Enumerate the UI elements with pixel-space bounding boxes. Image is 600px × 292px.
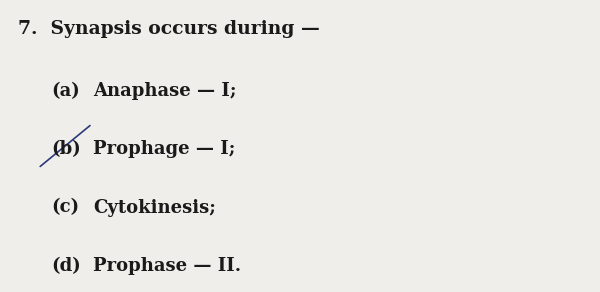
Text: (b): (b) (51, 140, 81, 158)
Text: 7.  Synapsis occurs during —: 7. Synapsis occurs during — (18, 20, 320, 39)
Text: (c): (c) (51, 199, 79, 217)
Text: Cytokinesis;: Cytokinesis; (93, 199, 216, 217)
Text: Prophase — II.: Prophase — II. (93, 257, 241, 275)
Text: Anaphase — I;: Anaphase — I; (93, 82, 236, 100)
Text: Prophage — I;: Prophage — I; (93, 140, 235, 158)
Text: (a): (a) (51, 82, 80, 100)
Text: (d): (d) (51, 257, 81, 275)
